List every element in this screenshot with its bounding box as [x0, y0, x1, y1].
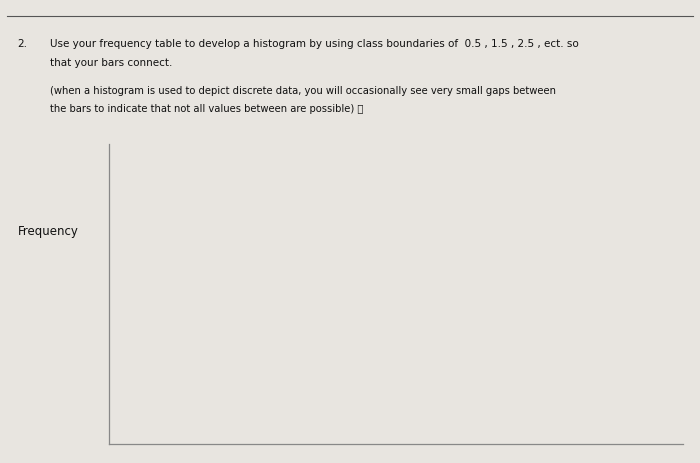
Text: 2.: 2. [18, 39, 27, 50]
Text: Frequency: Frequency [18, 225, 78, 238]
Text: (when a histogram is used to depict discrete data, you will occasionally see ver: (when a histogram is used to depict disc… [50, 86, 557, 96]
Text: that your bars connect.: that your bars connect. [50, 58, 173, 68]
Text: the bars to indicate that not all values between are possible) ⏐: the bars to indicate that not all values… [50, 104, 364, 114]
Text: Use your frequency table to develop a histogram by using class boundaries of  0.: Use your frequency table to develop a hi… [50, 39, 579, 50]
